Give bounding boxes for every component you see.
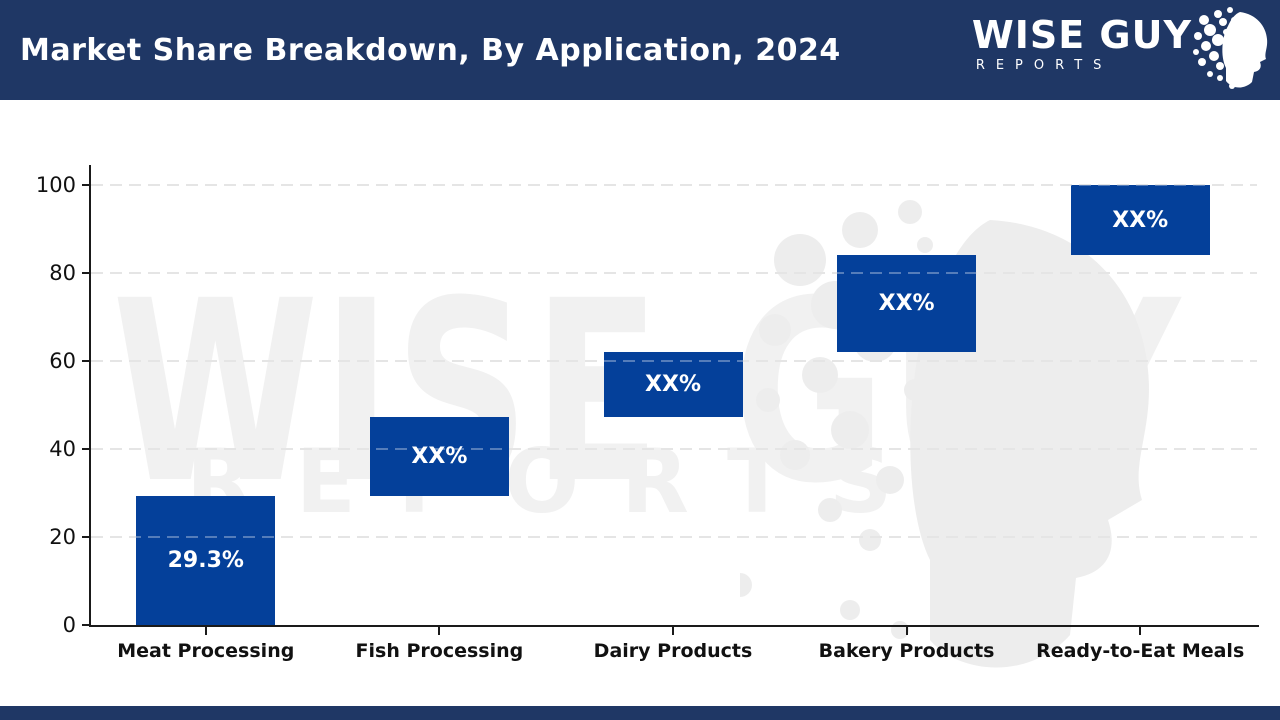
bar-value-label: XX% xyxy=(1112,207,1169,233)
bar-dairy-products: XX% xyxy=(603,352,743,417)
footer-bar xyxy=(0,706,1280,720)
y-tick-label: 20 xyxy=(49,525,76,549)
y-tick-label: 80 xyxy=(49,261,76,285)
x-tick-mark xyxy=(905,627,908,635)
header-bar: Market Share Breakdown, By Application, … xyxy=(0,0,1280,100)
y-tick-label: 100 xyxy=(35,173,76,197)
y-tick-mark xyxy=(82,536,90,538)
x-category-label: Dairy Products xyxy=(593,640,753,662)
x-axis-line xyxy=(89,625,1259,627)
gridline-overlay xyxy=(91,536,1257,538)
brand-logo-subtext: REPORTS xyxy=(975,58,1113,73)
y-axis-line xyxy=(89,165,91,627)
x-category-label: Ready-to-Eat Meals xyxy=(1036,640,1245,662)
x-category-label: Meat Processing xyxy=(117,640,295,662)
y-tick-label: 0 xyxy=(62,613,76,637)
y-tick-mark xyxy=(82,360,90,362)
bar-value-label: 29.3% xyxy=(167,548,244,574)
x-tick-mark xyxy=(1139,627,1142,635)
y-tick-mark xyxy=(82,624,90,626)
gridline xyxy=(91,448,1257,450)
y-tick-label: 60 xyxy=(49,349,76,373)
y-tick-label: 40 xyxy=(49,437,76,461)
gridline-overlay xyxy=(91,184,1257,186)
brand-logo-wordmark: WISE GUY xyxy=(971,13,1192,57)
brand-head-icon xyxy=(1193,7,1268,89)
gridline-overlay xyxy=(91,448,1257,450)
bar-ready-to-eat-meals: XX% xyxy=(1070,185,1210,256)
x-tick-mark xyxy=(204,627,207,635)
gridline xyxy=(91,272,1257,274)
bar-value-label: XX% xyxy=(645,372,701,398)
bar-fish-processing: XX% xyxy=(369,416,509,497)
x-tick-mark xyxy=(672,627,674,635)
page-title: Market Share Breakdown, By Application, … xyxy=(20,32,841,68)
gridline-overlay xyxy=(91,360,1257,362)
gridline xyxy=(91,536,1257,538)
bar-value-label: XX% xyxy=(878,291,935,317)
gridline-overlay xyxy=(91,272,1257,274)
y-tick-mark xyxy=(82,272,90,274)
x-category-label: Bakery Products xyxy=(818,640,995,662)
brand-logo: WISE GUY REPORTS xyxy=(972,16,1192,73)
bar-bakery-products: XX% xyxy=(837,255,977,353)
y-tick-mark xyxy=(82,184,90,186)
bar-value-label: XX% xyxy=(411,443,468,469)
bar-meat-processing: 29.3% xyxy=(136,496,276,625)
x-tick-mark xyxy=(438,627,441,635)
gridline xyxy=(91,184,1257,186)
x-category-label: Fish Processing xyxy=(355,640,524,662)
watermark-subtext: REPORTS xyxy=(186,430,935,533)
y-tick-mark xyxy=(82,448,90,450)
